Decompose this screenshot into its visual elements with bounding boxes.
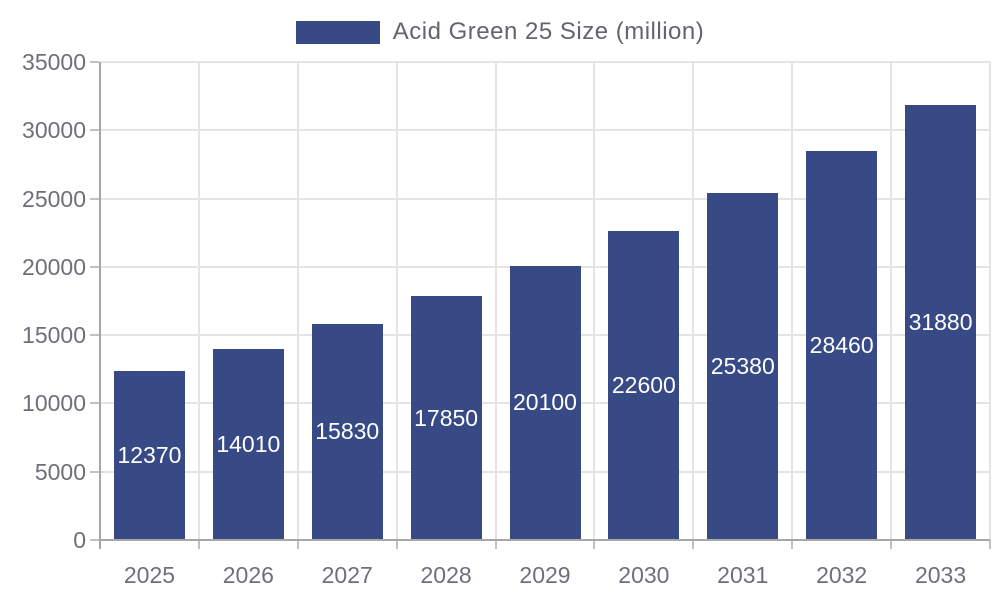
bar-value-label: 15830: [315, 418, 380, 445]
bar-value-label: 28460: [809, 332, 874, 359]
plot-area: 0 5000 10000 15000 20000 25000 30000 35000 12370…: [22, 49, 991, 588]
gridline-vertical: [197, 62, 200, 540]
y-axis-tick-label: 15000: [22, 322, 86, 349]
bar-2027[interactable]: 15830: [311, 323, 383, 540]
bar-value-label: 31880: [908, 308, 973, 335]
x-axis-line: [100, 539, 990, 541]
bar-2025[interactable]: 12370: [113, 371, 185, 540]
y-axis-tick-label: 10000: [22, 390, 86, 417]
y-axis-tick: [90, 539, 99, 541]
gridline-vertical: [791, 62, 794, 540]
x-axis-tick-label: 2027: [321, 562, 373, 588]
bar-value-label: 22600: [611, 372, 676, 399]
bar-value-label: 20100: [513, 389, 577, 416]
gridline-vertical: [989, 62, 991, 540]
x-axis-tick-label: 2029: [519, 562, 571, 588]
y-axis-tick-label: 5000: [34, 458, 86, 485]
x-axis-tick: [890, 540, 893, 549]
y-axis-tick-label: 25000: [22, 185, 86, 212]
x-axis-tick: [593, 540, 596, 549]
bar-2031[interactable]: 25380: [707, 193, 779, 540]
x-axis-tick-label: 2032: [816, 562, 868, 588]
bar-2033[interactable]: 31880: [905, 104, 977, 540]
y-axis-tick: [90, 470, 99, 473]
gridline-horizontal: [100, 129, 990, 132]
gridline-vertical: [593, 62, 596, 540]
y-axis-tick: [90, 402, 99, 405]
y-axis-tick-label: 0: [73, 527, 86, 553]
gridline-vertical: [494, 62, 497, 540]
x-axis-tick: [791, 540, 794, 549]
x-axis-tick-label: 2033: [914, 562, 967, 588]
y-axis-tick-label: 20000: [22, 253, 86, 280]
bar-value-label: 17850: [414, 404, 479, 431]
bar-value-label: 14010: [216, 430, 281, 457]
bar-value-label: 12370: [117, 442, 182, 469]
y-axis-tick-label: 30000: [22, 117, 86, 144]
x-axis-tick: [494, 540, 497, 549]
x-axis-tick: [395, 540, 398, 549]
bar-2029[interactable]: 20100: [509, 265, 581, 540]
y-axis-tick: [90, 265, 99, 268]
legend-label: Acid Green 25 Size (million): [392, 18, 705, 45]
bar-2032[interactable]: 28460: [806, 151, 878, 540]
bar-value-label: 25380: [710, 353, 775, 380]
x-axis-tick-label: 2031: [717, 562, 769, 588]
y-axis-line: [99, 62, 101, 549]
legend-item[interactable]: Acid Green 25 Size (million): [0, 18, 1000, 46]
y-axis-tick-label: 35000: [22, 49, 86, 75]
gridline-vertical: [296, 62, 299, 540]
legend-swatch-icon: [295, 20, 380, 44]
bar-2030[interactable]: 22600: [608, 231, 680, 540]
x-axis-tick-label: 2030: [618, 562, 670, 588]
y-axis-tick: [90, 129, 99, 132]
y-axis-tick: [90, 197, 99, 200]
bar-2028[interactable]: 17850: [410, 296, 482, 540]
y-axis-tick: [90, 61, 99, 63]
gridline-vertical: [692, 62, 695, 540]
x-axis-tick-label: 2026: [222, 562, 274, 588]
gridline-horizontal: [100, 61, 990, 63]
gridline-vertical: [395, 62, 398, 540]
x-axis-tick-label: 2025: [123, 562, 176, 588]
bar-2026[interactable]: 14010: [212, 348, 284, 540]
x-axis-tick-label: 2028: [420, 562, 472, 588]
x-axis-tick: [989, 540, 991, 549]
y-axis-tick: [90, 334, 99, 337]
gridline-horizontal: [100, 197, 990, 200]
x-axis-tick: [197, 540, 200, 549]
x-axis-tick: [296, 540, 299, 549]
gridline-vertical: [890, 62, 893, 540]
x-axis-tick: [692, 540, 695, 549]
